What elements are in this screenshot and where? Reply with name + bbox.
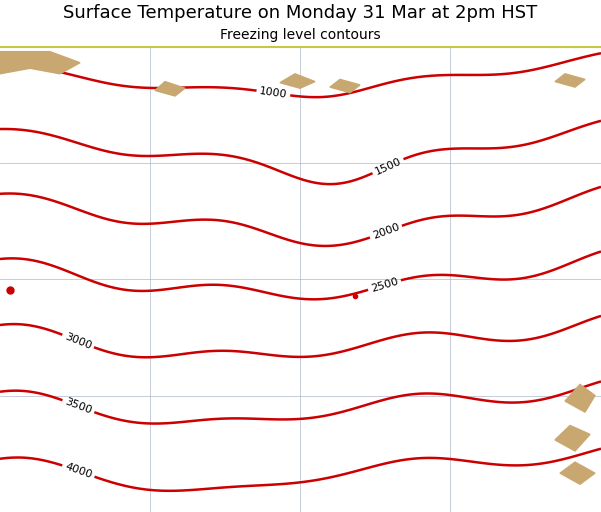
Text: 2500: 2500 xyxy=(370,276,399,294)
Polygon shape xyxy=(280,74,315,88)
Text: 1000: 1000 xyxy=(259,86,288,100)
Polygon shape xyxy=(555,425,590,451)
Polygon shape xyxy=(560,462,595,484)
Text: Freezing level contours: Freezing level contours xyxy=(220,28,381,41)
Polygon shape xyxy=(155,81,185,96)
Text: 3500: 3500 xyxy=(64,397,93,416)
Text: Surface Temperature on Monday 31 Mar at 2pm HST: Surface Temperature on Monday 31 Mar at … xyxy=(63,4,538,22)
Text: 1500: 1500 xyxy=(373,156,403,177)
Text: 2000: 2000 xyxy=(371,222,401,241)
Polygon shape xyxy=(565,385,595,412)
Polygon shape xyxy=(0,52,80,74)
Polygon shape xyxy=(555,74,585,87)
Text: 3000: 3000 xyxy=(63,331,93,351)
Text: 4000: 4000 xyxy=(64,462,93,480)
Polygon shape xyxy=(330,79,360,93)
